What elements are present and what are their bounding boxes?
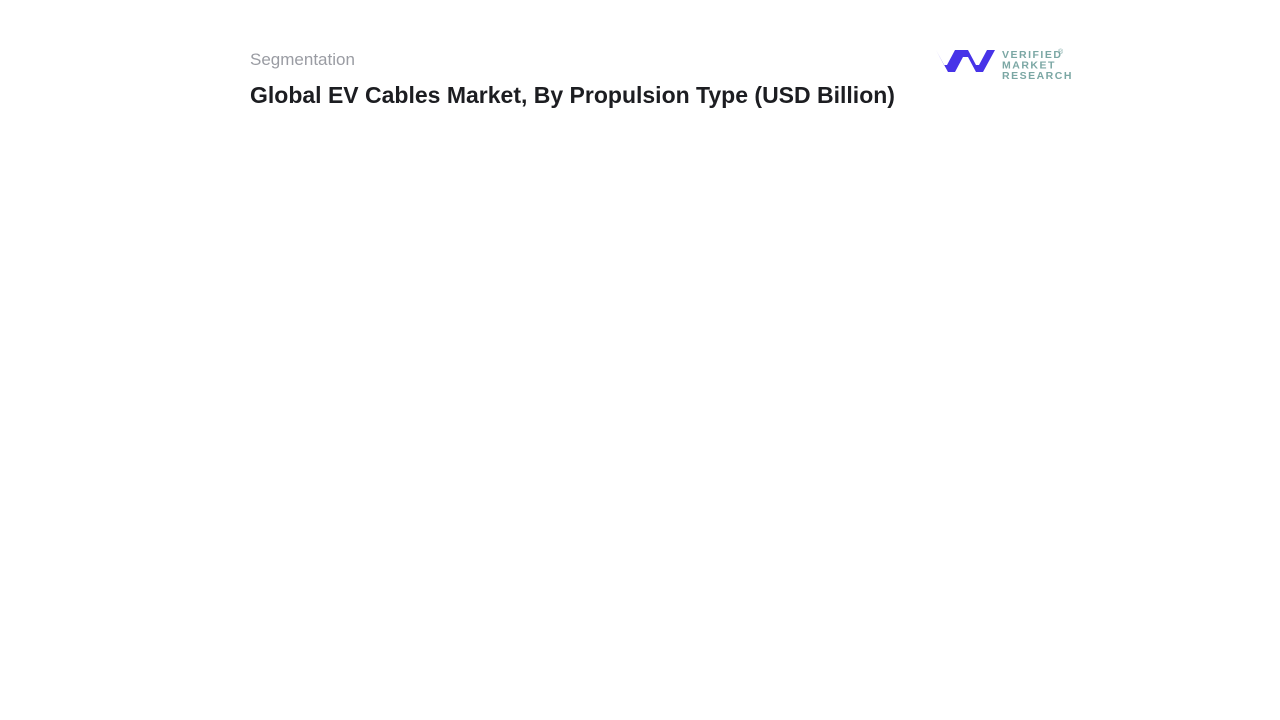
svg-text:RESEARCH: RESEARCH: [1002, 70, 1073, 80]
svg-text:®: ®: [1058, 48, 1064, 56]
